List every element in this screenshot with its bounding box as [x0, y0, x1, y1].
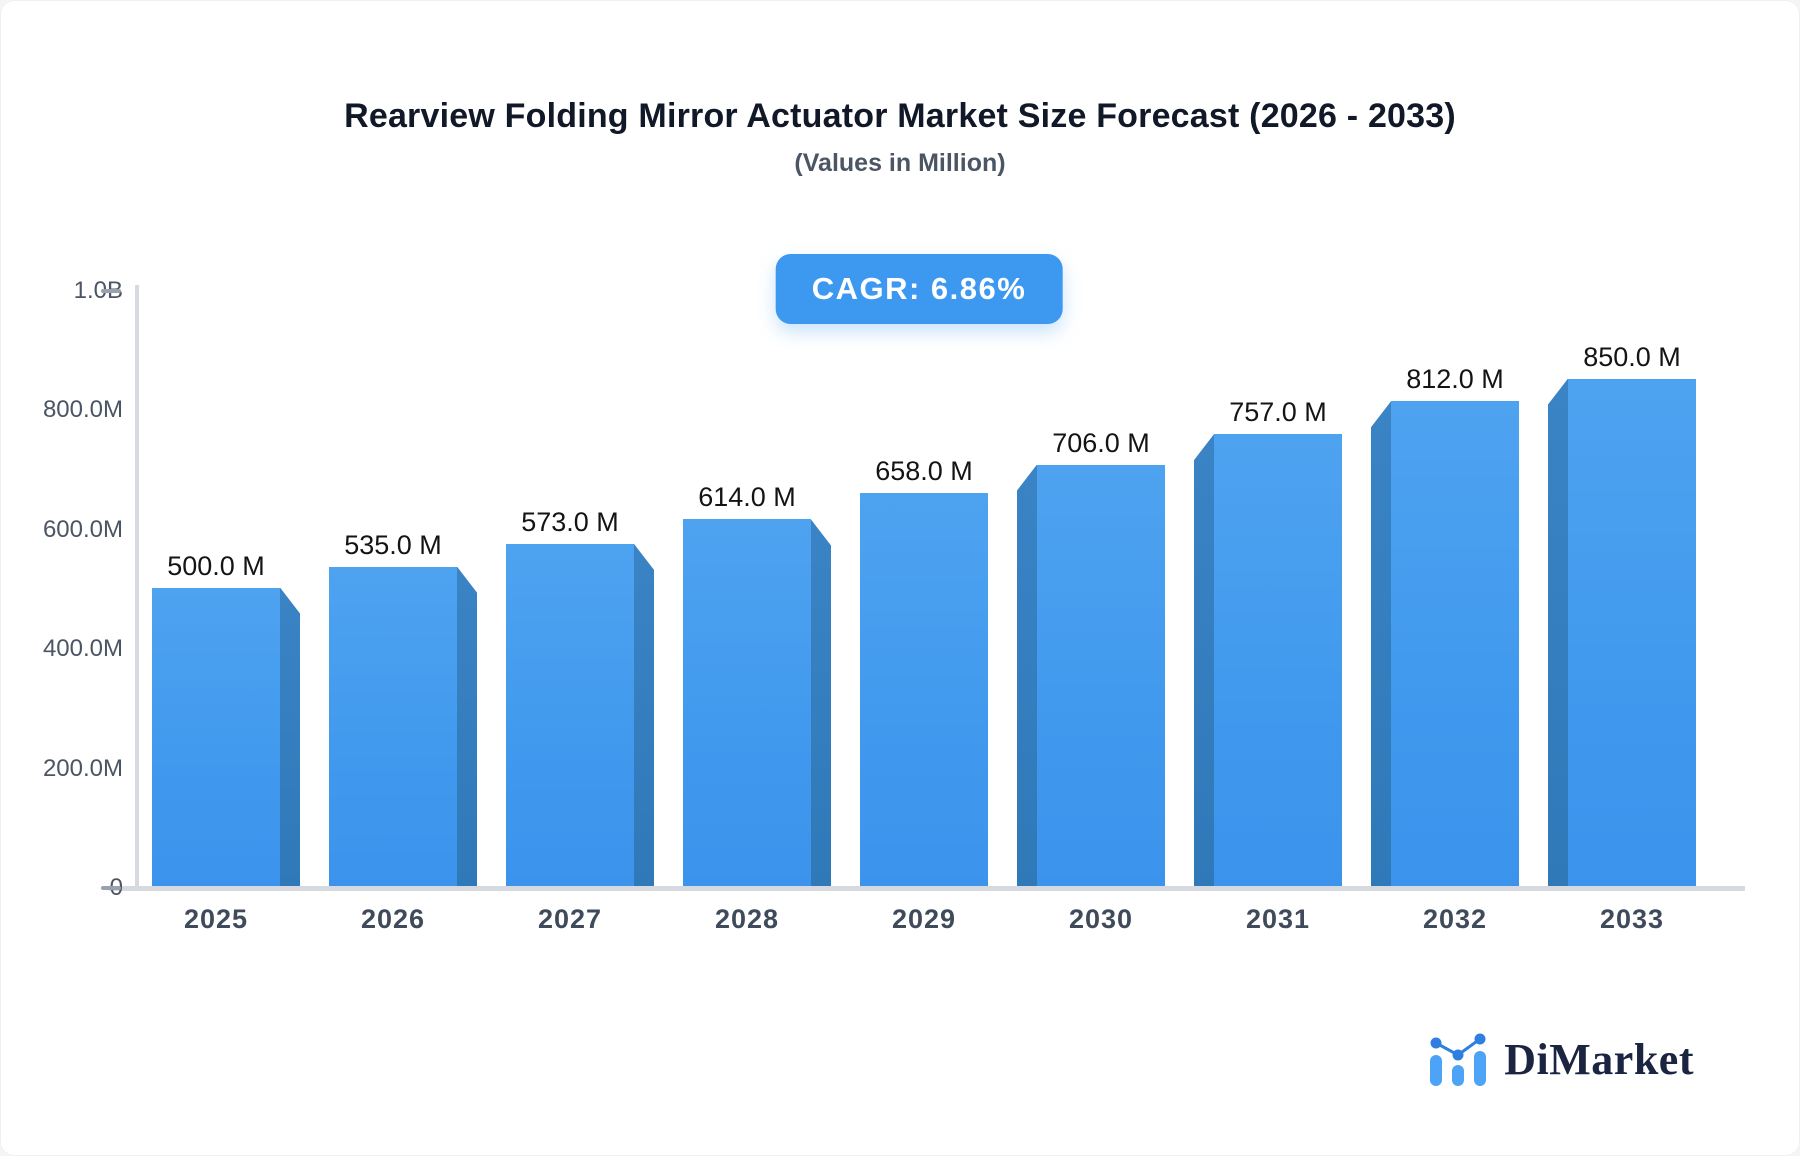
- bar-side-2033: [1548, 378, 1568, 886]
- x-tick-label: 2025: [183, 904, 249, 934]
- bar-value-label: 706.0 M: [1052, 427, 1150, 458]
- y-tick-label: 600.0M: [42, 515, 123, 543]
- bar-value-label: 658.0 M: [875, 456, 973, 487]
- x-tick-label: 2033: [1599, 904, 1665, 934]
- bar-2031[interactable]: [1214, 434, 1342, 886]
- bar-value-label: 850.0 M: [1583, 341, 1681, 372]
- x-axis-line: [109, 886, 1745, 891]
- x-tick-label: 2026: [360, 904, 426, 934]
- bar-side-2030: [1017, 464, 1037, 886]
- brand-logo: DiMarket: [1428, 1031, 1694, 1087]
- y-tick-label: 800.0M: [42, 396, 123, 424]
- bar-side-2027: [634, 543, 654, 886]
- y-tick-mark: [101, 289, 121, 293]
- brand-name: DiMarket: [1504, 1034, 1694, 1084]
- x-tick-label: 2031: [1245, 904, 1311, 934]
- bar-2033[interactable]: [1568, 378, 1696, 886]
- bar-2027[interactable]: [506, 543, 634, 886]
- bar-value-label: 757.0 M: [1229, 397, 1327, 428]
- x-tick-label: 2030: [1068, 904, 1134, 934]
- bar-2032[interactable]: [1391, 401, 1519, 886]
- bar-side-2028: [811, 519, 831, 886]
- x-tick-label: 2028: [714, 904, 780, 934]
- bar-side-2025: [280, 587, 300, 886]
- chart-title: Rearview Folding Mirror Actuator Market …: [344, 97, 1456, 135]
- bar-2025[interactable]: [152, 587, 280, 886]
- cagr-badge: CAGR: 6.86%: [775, 254, 1063, 324]
- bar-side-2032: [1371, 401, 1391, 886]
- bar-value-label: 614.0 M: [698, 482, 796, 513]
- bar-value-label: 573.0 M: [521, 506, 619, 537]
- bar-2026[interactable]: [329, 566, 457, 886]
- bar-value-label: 535.0 M: [344, 529, 442, 560]
- bar-value-label: 500.0 M: [167, 550, 265, 581]
- bar-2030[interactable]: [1037, 464, 1165, 886]
- bar-2029[interactable]: [860, 493, 988, 886]
- chart-subtitle: (Values in Million): [794, 149, 1006, 177]
- bar-side-2031: [1194, 434, 1214, 886]
- y-tick-label: 200.0M: [42, 754, 123, 782]
- bar-side-2026: [457, 566, 477, 886]
- bar-value-label: 812.0 M: [1406, 364, 1504, 395]
- x-tick-label: 2027: [537, 904, 603, 934]
- y-tick-mark: [101, 886, 121, 890]
- x-tick-label: 2032: [1422, 904, 1488, 934]
- y-tick-label: 400.0M: [42, 635, 123, 663]
- bar-2028[interactable]: [683, 519, 811, 886]
- x-tick-label: 2029: [891, 904, 957, 934]
- mini-bar-chart-icon: [1428, 1031, 1490, 1087]
- y-axis-line: [135, 285, 139, 890]
